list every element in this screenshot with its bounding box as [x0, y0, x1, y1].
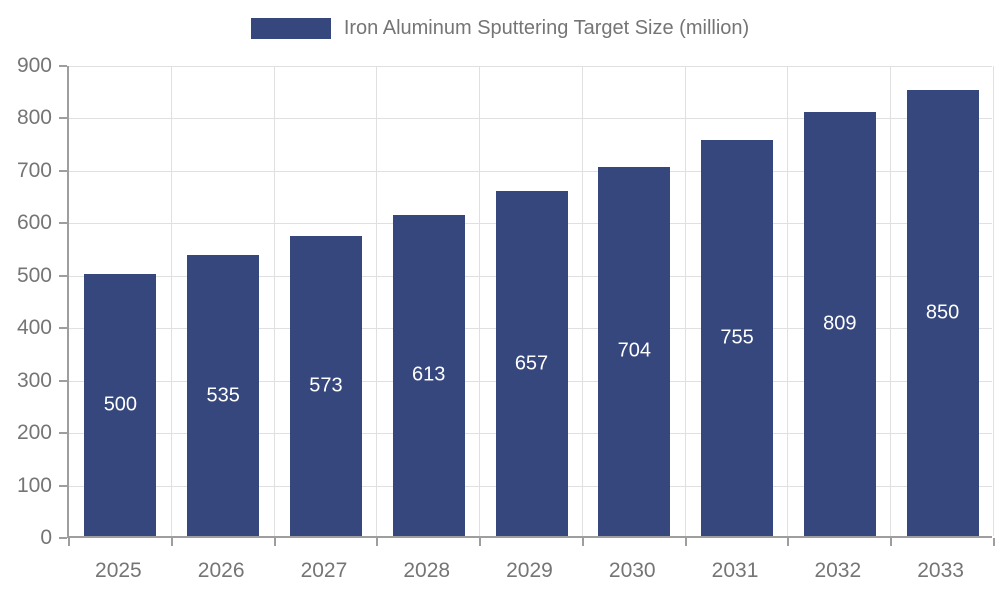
- bar-2026[interactable]: 535: [187, 255, 260, 536]
- bar-value-label: 573: [309, 374, 343, 397]
- x-tick-mark: [684, 538, 687, 546]
- gridline-horizontal: [69, 170, 992, 172]
- x-axis-tick-label: 2027: [300, 559, 348, 582]
- bar-2032[interactable]: 809: [803, 111, 876, 536]
- y-tick-mark: [59, 117, 67, 120]
- y-tick-mark: [59, 274, 67, 277]
- x-tick-mark: [479, 538, 482, 546]
- y-axis-tick-label: 400: [16, 316, 52, 340]
- bar-value-label: 809: [823, 312, 857, 335]
- y-axis-tick-label: 700: [16, 158, 52, 182]
- y-tick-mark: [59, 65, 67, 67]
- gridline-vertical: [890, 66, 892, 536]
- x-axis-tick-label: 2028: [403, 559, 451, 582]
- x-tick-mark: [581, 538, 584, 546]
- y-tick-mark: [59, 222, 67, 225]
- y-tick-mark: [59, 379, 67, 382]
- y-axis-tick-label: 900: [16, 54, 52, 77]
- y-axis-tick-label: 0: [40, 526, 52, 549]
- gridline-vertical: [376, 66, 378, 536]
- x-tick-mark: [993, 538, 995, 546]
- gridline-horizontal: [69, 66, 992, 67]
- gridline-horizontal: [69, 118, 992, 120]
- y-tick-mark: [59, 484, 67, 487]
- y-tick-mark: [59, 432, 67, 435]
- x-tick-mark: [68, 538, 70, 546]
- gridline-vertical: [170, 66, 172, 536]
- gridline-vertical: [479, 66, 481, 536]
- bar-2030[interactable]: 704: [598, 166, 671, 536]
- x-axis-tick-label: 2029: [506, 559, 553, 582]
- x-tick-mark: [787, 538, 790, 546]
- bar-value-label: 850: [925, 301, 960, 324]
- y-tick-mark: [59, 327, 67, 330]
- bar-2031[interactable]: 755: [701, 140, 774, 536]
- x-axis-tick-label: 2025: [95, 559, 142, 582]
- bar-value-label: 704: [617, 339, 651, 362]
- x-tick-mark: [273, 538, 276, 546]
- x-axis-tick-label: 2026: [197, 559, 245, 582]
- y-axis-tick-label: 300: [16, 368, 52, 392]
- x-tick-mark: [376, 538, 379, 546]
- gridline-vertical: [787, 66, 789, 536]
- bar-2033[interactable]: 850: [906, 90, 979, 536]
- x-axis-tick-label: 2032: [814, 559, 862, 582]
- bar-2029[interactable]: 657: [495, 191, 568, 536]
- legend-label: Iron Aluminum Sputtering Target Size (mi…: [343, 17, 750, 39]
- gridline-vertical: [273, 66, 275, 536]
- y-tick-mark: [59, 537, 67, 539]
- x-tick-mark: [890, 538, 893, 546]
- bar-value-label: 500: [103, 393, 138, 416]
- gridline-vertical: [993, 66, 994, 536]
- bar-2028[interactable]: 613: [392, 214, 465, 536]
- y-axis-tick-label: 200: [16, 421, 52, 445]
- x-axis-tick-label: 2033: [917, 559, 964, 582]
- y-axis-tick-label: 800: [16, 106, 52, 130]
- bar-2027[interactable]: 573: [289, 235, 362, 536]
- bar-2025[interactable]: 500: [84, 273, 157, 536]
- bar-value-label: 613: [412, 363, 446, 386]
- gridline-vertical: [581, 66, 583, 536]
- x-axis-tick-label: 2031: [711, 559, 759, 582]
- plot-area: 500 535 573 613 657 704 755 809 850: [59, 65, 995, 546]
- y-axis-tick-label: 500: [16, 263, 52, 287]
- y-axis-tick-label: 600: [16, 211, 52, 235]
- legend[interactable]: Iron Aluminum Sputtering Target Size (mi…: [0, 18, 1000, 39]
- x-tick-mark: [170, 538, 173, 546]
- gridline-vertical: [684, 66, 686, 536]
- bar-value-label: 755: [720, 326, 754, 349]
- y-axis-tick-label: 100: [16, 473, 52, 497]
- bar-value-label: 535: [206, 384, 240, 407]
- y-tick-mark: [59, 169, 67, 172]
- x-axis-tick-label: 2030: [608, 559, 656, 582]
- legend-swatch: [250, 18, 331, 39]
- bar-value-label: 657: [514, 352, 549, 375]
